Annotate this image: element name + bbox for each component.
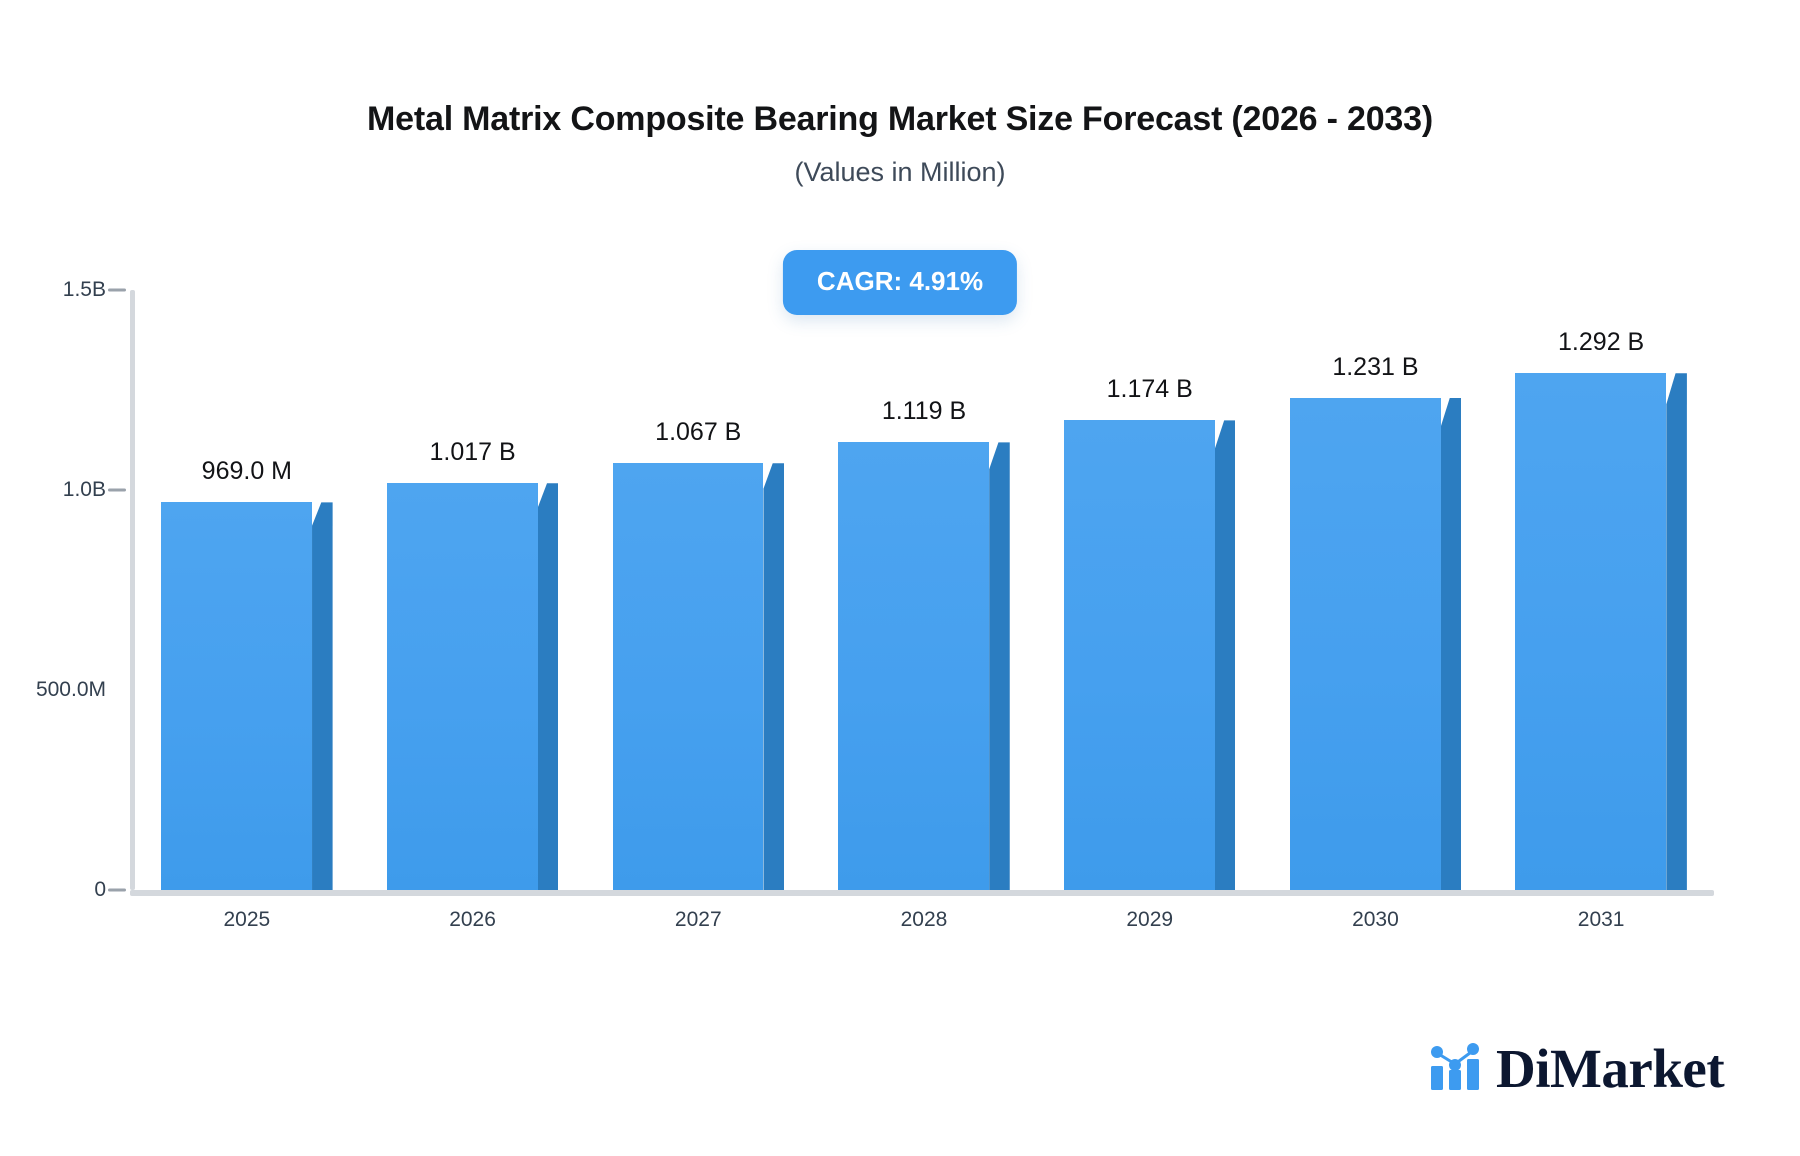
x-axis-tick-label: 2030 (1352, 908, 1399, 931)
bar-group-2028: 1.119 B 2028 (838, 290, 1010, 931)
bar-group-2029: 1.174 B 2029 (1063, 290, 1236, 931)
y-axis-tick-label: 500.0M (35, 678, 106, 701)
bar-front-face (386, 483, 538, 890)
bar-side-face (537, 483, 559, 890)
chart-subtitle: (Values in Million) (794, 156, 1006, 187)
y-axis-tick-label: 0 (94, 878, 106, 901)
x-axis-tick-label: 2026 (449, 908, 496, 931)
bar[interactable] (1063, 420, 1236, 890)
bar-series: 969.0 M 2025 1.017 B 2026 1.067 B 2027 1.119 B… (134, 290, 1714, 931)
bar[interactable] (1515, 373, 1687, 890)
bar-group-2027: 1.067 B 2027 (612, 290, 785, 931)
page-title: Metal Matrix Composite Bearing Market Si… (367, 100, 1433, 138)
bar-front-face (1289, 397, 1441, 890)
bar-value-label: 1.292 B (1558, 328, 1645, 357)
bar[interactable] (838, 442, 1010, 890)
bar-front-face (838, 442, 990, 890)
bar-side-face (1666, 373, 1687, 890)
bar-chart-logo-icon (1428, 1040, 1484, 1097)
x-axis-tick-label: 2028 (900, 908, 948, 931)
bar-side-face (1214, 420, 1236, 890)
y-axis-tick-label: 1.0B (62, 478, 106, 501)
bar[interactable] (161, 502, 333, 890)
bar-group-2025: 969.0 M 2025 (161, 290, 333, 931)
x-axis-line (130, 890, 1714, 896)
bar[interactable] (386, 483, 559, 890)
x-axis-tick-label: 2027 (674, 908, 722, 931)
bar-value-label: 969.0 M (201, 457, 293, 486)
y-axis-tick-mark (108, 288, 126, 292)
dimarket-logo: DiMarket (1428, 1038, 1725, 1099)
bar[interactable] (1289, 397, 1462, 890)
x-axis-tick-label: 2029 (1126, 908, 1174, 931)
y-axis-tick-mark (108, 888, 126, 892)
logo-wordmark: DiMarket (1496, 1038, 1725, 1099)
bar-front-face (1515, 373, 1667, 890)
bar-group-2026: 1.017 B 2026 (386, 290, 559, 931)
bar-front-face (161, 502, 313, 890)
bar-side-face (989, 442, 1010, 890)
bar[interactable] (612, 463, 785, 890)
bar-group-2031: 1.292 B 2031 (1515, 290, 1687, 931)
bar-value-label: 1.231 B (1332, 352, 1419, 381)
bar-value-label: 1.017 B (429, 438, 516, 467)
bar-side-face (763, 463, 785, 890)
bar-front-face (1063, 420, 1215, 890)
bar-side-face (312, 502, 333, 890)
bar-front-face (612, 463, 764, 890)
bar-value-label: 1.119 B (881, 397, 967, 426)
bar-side-face (1440, 397, 1462, 890)
bar-value-label: 1.174 B (1106, 375, 1193, 404)
bar-value-label: 1.067 B (655, 418, 742, 447)
y-axis-tick-label: 1.5B (62, 278, 106, 301)
y-axis-line (130, 290, 135, 890)
title-block: Metal Matrix Composite Bearing Market Si… (0, 98, 1800, 188)
x-axis-tick-label: 2031 (1577, 908, 1625, 931)
bar-group-2030: 1.231 B 2030 (1289, 290, 1462, 931)
x-axis-tick-label: 2025 (223, 908, 271, 931)
cagr-badge: CAGR: 4.91% (782, 250, 1018, 315)
plot-area: 1.5B 1.0B 500.0M 0 969.0 M 2025 1.017 B 2026 1.… (36, 278, 1714, 931)
y-axis-tick-mark (108, 488, 126, 492)
